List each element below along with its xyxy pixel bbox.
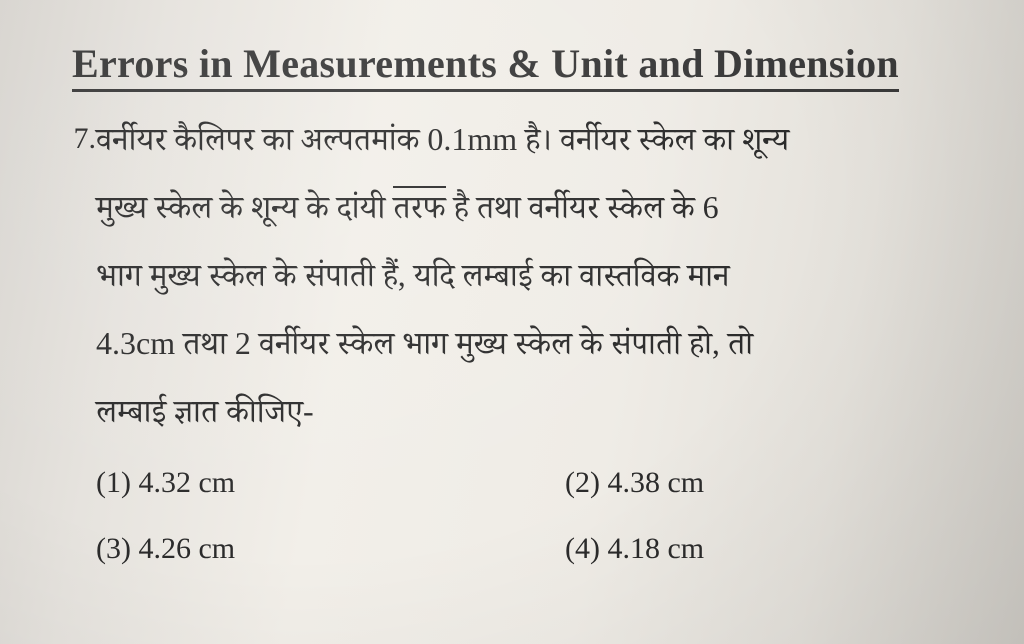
question-text: वर्नीयर कैलिपर का अल्पतमांक 0.1mm है। वर… <box>96 121 789 157</box>
question-text: लम्बाई ज्ञात कीजिए- <box>96 393 314 429</box>
option-1[interactable]: (1) 4.32 cm <box>96 450 505 516</box>
option-3[interactable]: (3) 4.26 cm <box>96 516 505 582</box>
question-text: मुख्य स्केल के शून्य के दांयी <box>96 189 393 225</box>
question-number: 7. <box>50 110 96 168</box>
question-line-1: वर्नीयर कैलिपर का अल्पतमांक 0.1mm है। वर… <box>96 110 974 168</box>
question-line-3: भाग मुख्य स्केल के संपाती हैं, यदि लम्बा… <box>96 246 974 304</box>
option-4[interactable]: (4) 4.18 cm <box>565 516 974 582</box>
question-body: वर्नीयर कैलिपर का अल्पतमांक 0.1mm है। वर… <box>96 110 974 582</box>
question-line-4: 4.3cm तथा 2 वर्नीयर स्केल भाग मुख्य स्के… <box>96 314 974 372</box>
overlined-word: तरफ <box>393 186 445 225</box>
question-line-2: मुख्य स्केल के शून्य के दांयी तरफ है तथा… <box>96 178 974 236</box>
question-text: 4.3cm तथा 2 वर्नीयर स्केल भाग मुख्य स्के… <box>96 325 753 361</box>
options-grid: (1) 4.32 cm (2) 4.38 cm (3) 4.26 cm (4) … <box>96 450 974 582</box>
question-block: 7. वर्नीयर कैलिपर का अल्पतमांक 0.1mm है।… <box>50 110 974 582</box>
section-heading: Errors in Measurements & Unit and Dimens… <box>72 40 899 92</box>
question-line-5: लम्बाई ज्ञात कीजिए- <box>96 382 974 440</box>
question-text: भाग मुख्य स्केल के संपाती हैं, यदि लम्बा… <box>96 257 729 293</box>
page: Errors in Measurements & Unit and Dimens… <box>0 0 1024 644</box>
option-2[interactable]: (2) 4.38 cm <box>565 450 974 516</box>
question-text: है तथा वर्नीयर स्केल के 6 <box>446 189 719 225</box>
